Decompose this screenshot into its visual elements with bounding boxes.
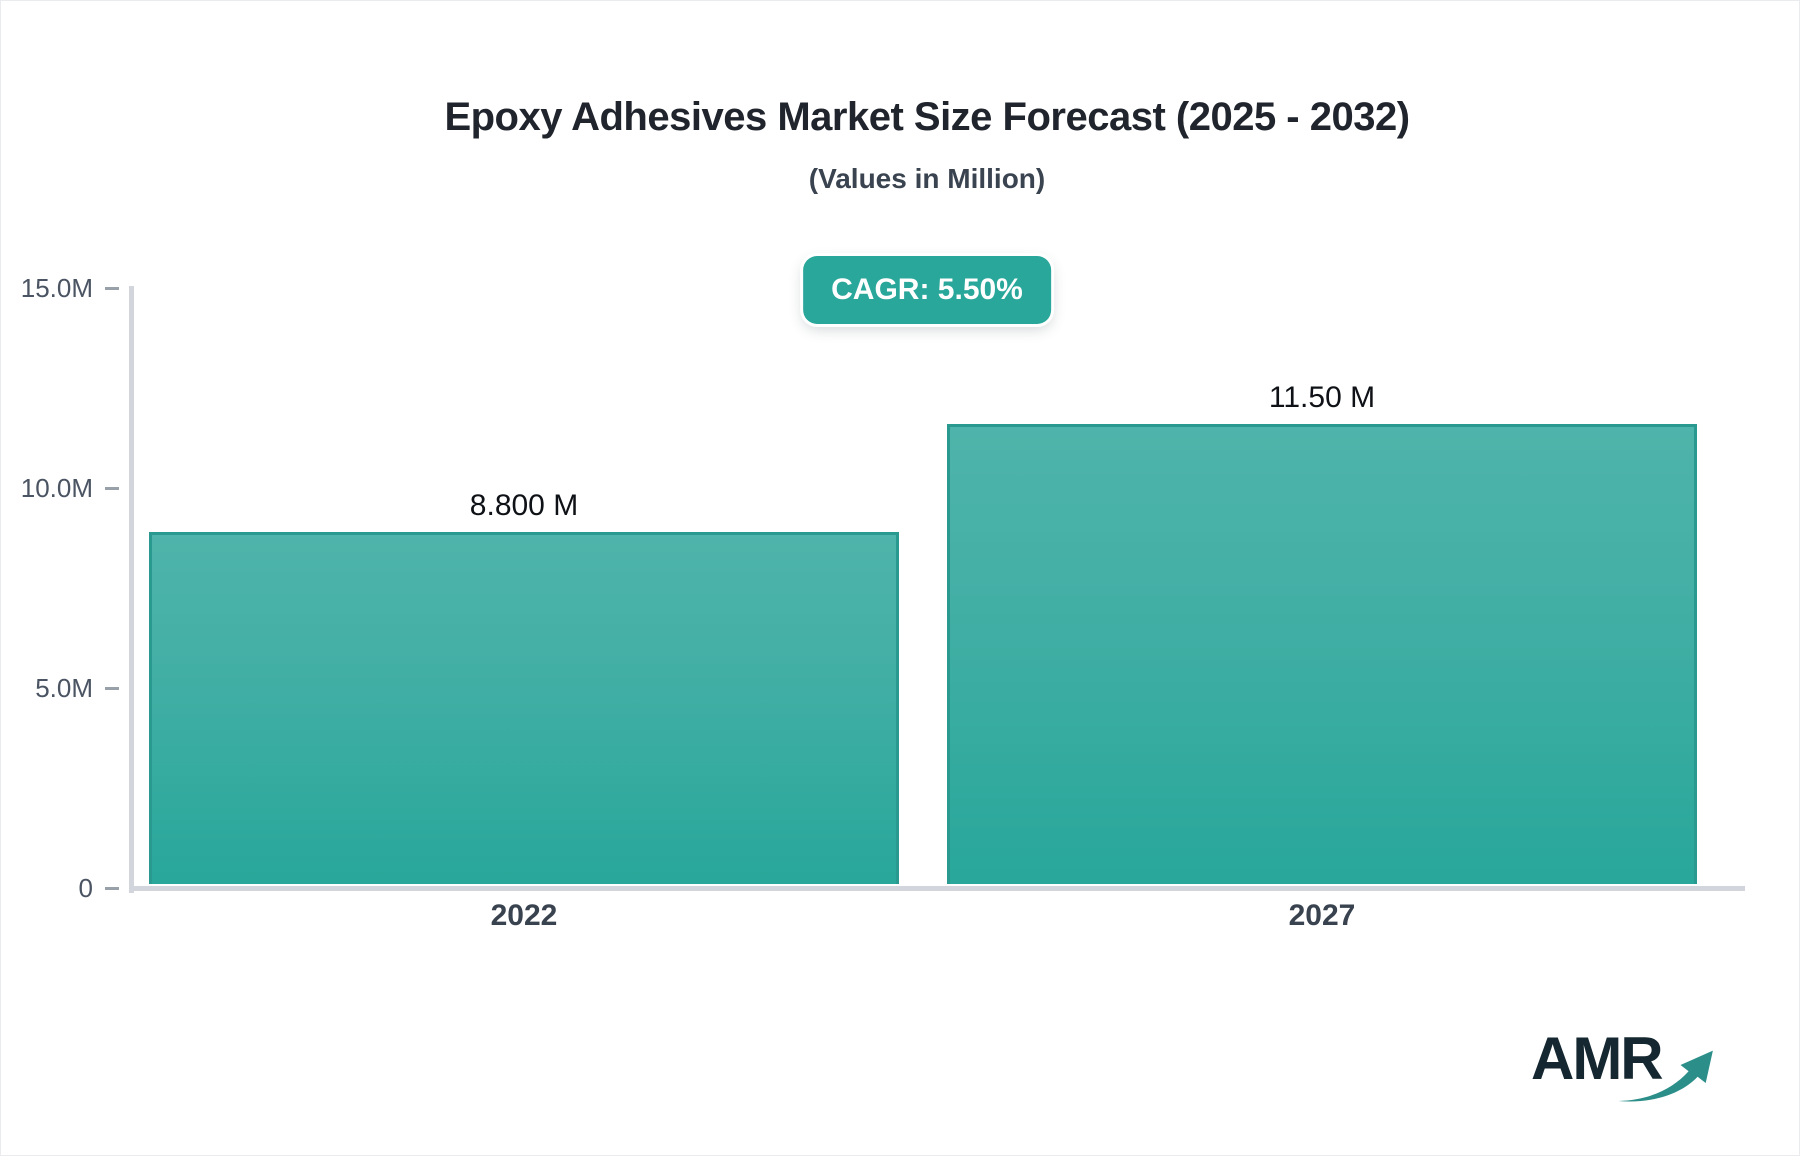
- bar-value-label: 11.50 M: [1268, 381, 1376, 414]
- y-tick-5m: 5.0M: [1, 673, 119, 703]
- y-tick-label: 5.0M: [35, 672, 93, 703]
- y-tick-label: 15.0M: [20, 272, 93, 303]
- y-tick-mark: [105, 686, 119, 690]
- chart-title: Epoxy Adhesives Market Size Forecast (20…: [444, 95, 1410, 139]
- bar-2022: [149, 532, 899, 884]
- y-tick-mark: [105, 886, 119, 890]
- x-axis-label-2022: 2022: [490, 899, 558, 932]
- x-axis-label-2027: 2027: [1288, 899, 1356, 932]
- chart-subtitle: (Values in Million): [808, 163, 1046, 194]
- y-tick-0: 0: [1, 873, 119, 903]
- x-axis-line: [129, 886, 1745, 891]
- cagr-badge: CAGR: 5.50%: [803, 256, 1051, 324]
- y-axis-line: [129, 286, 134, 893]
- bar-group-2027: 11.50 M: [947, 381, 1697, 884]
- bar-2027: [947, 424, 1697, 884]
- amr-logo: AMR: [1531, 1029, 1721, 1109]
- y-tick-mark: [105, 486, 119, 490]
- bar-value-label: 8.800 M: [469, 489, 579, 522]
- bar-group-2022: 8.800 M: [149, 489, 899, 884]
- trending-up-arrow-icon: [1618, 1050, 1713, 1102]
- y-tick-label: 10.0M: [20, 472, 93, 503]
- y-tick-mark: [105, 286, 119, 290]
- amr-logo-text: AMR: [1531, 1025, 1664, 1092]
- y-tick-label: 0: [78, 872, 93, 903]
- y-tick-15m: 15.0M: [1, 273, 119, 303]
- y-tick-10m: 10.0M: [1, 473, 119, 503]
